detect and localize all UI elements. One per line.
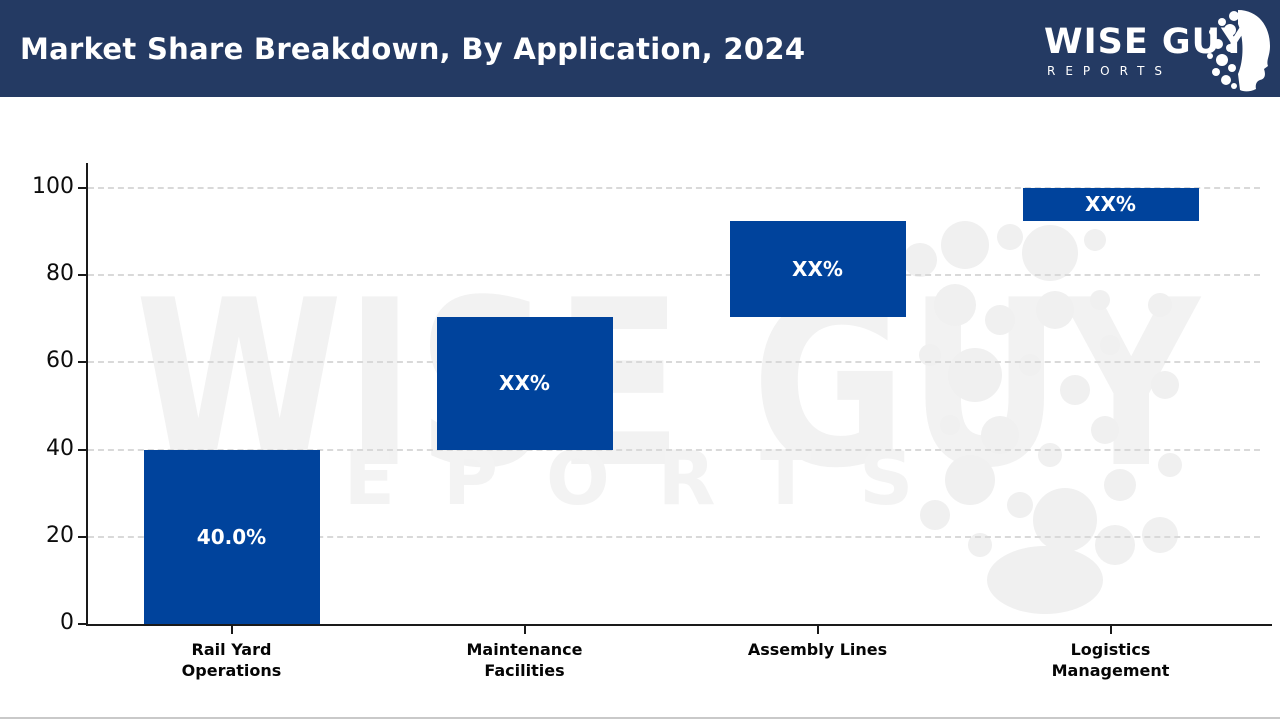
y-tick-label-100: 100 xyxy=(32,174,74,199)
bar-value-label: 40.0% xyxy=(196,524,267,549)
bar-2: XX% xyxy=(436,316,613,450)
category-label: Maintenance Facilities xyxy=(466,640,583,680)
watermark-face-dots xyxy=(903,221,1182,614)
bar-value-label: XX% xyxy=(792,256,843,281)
gridline-y-60 xyxy=(88,361,1260,364)
bar-3: XX% xyxy=(729,220,906,317)
x-tick-1 xyxy=(230,626,233,634)
y-tick-label-0: 0 xyxy=(60,610,74,635)
x-tick-4 xyxy=(1109,626,1112,634)
bottom-border xyxy=(0,717,1280,719)
x-tick-2 xyxy=(523,626,526,634)
y-tick-label-60: 60 xyxy=(46,348,74,374)
y-tick-40 xyxy=(78,448,87,451)
y-tick-label-40: 40 xyxy=(46,435,74,461)
y-axis-line xyxy=(86,163,88,626)
y-tick-80 xyxy=(78,274,87,277)
bar-value-label: XX% xyxy=(1085,192,1136,217)
y-tick-20 xyxy=(78,535,87,538)
y-tick-100 xyxy=(78,187,87,189)
bar-chart: 0 20 40 60 80 100 40.0% Rail Yard Operations XX% M… xyxy=(0,97,1280,697)
gridline-y-20 xyxy=(88,535,1260,538)
page-title: Market Share Breakdown, By Application, … xyxy=(20,31,806,66)
y-tick-label-80: 80 xyxy=(46,261,74,287)
y-tick-label-20: 20 xyxy=(46,522,74,548)
x-tick-3 xyxy=(816,626,819,634)
category-label: Rail Yard Operations xyxy=(181,640,282,680)
gridline-y-80 xyxy=(88,274,1260,277)
bar-4: XX% xyxy=(1022,188,1199,221)
face-profile-icon xyxy=(1207,10,1270,92)
category-label: Assembly Lines xyxy=(747,640,888,659)
header-bar: Market Share Breakdown, By Application, … xyxy=(0,0,1280,97)
bar-value-label: XX% xyxy=(499,371,550,396)
gridline-y-40 xyxy=(88,448,1260,451)
category-label: Logistics Management xyxy=(1051,640,1170,680)
bar-1: 40.0% xyxy=(143,449,320,624)
y-tick-60 xyxy=(78,361,87,364)
wise-guy-logo: WISE GUY REPORTS xyxy=(1016,6,1270,92)
x-axis-line xyxy=(86,624,1272,626)
y-tick-0 xyxy=(78,623,87,625)
gridline-y-100 xyxy=(88,187,1260,189)
logo-reports-text: REPORTS xyxy=(1047,64,1173,78)
